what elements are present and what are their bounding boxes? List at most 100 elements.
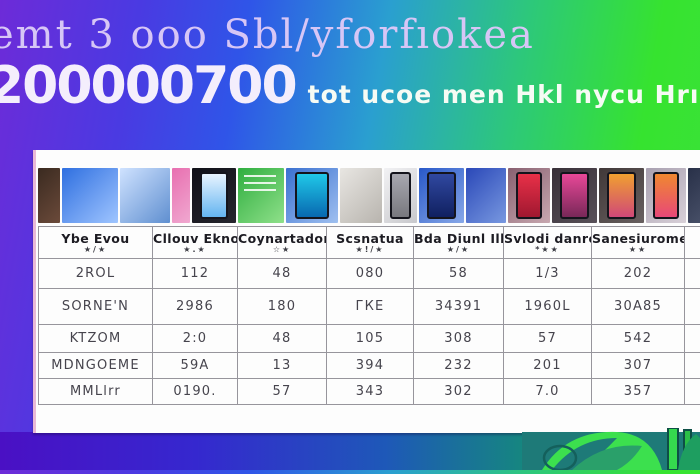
table-cell: KTZOM (39, 325, 153, 353)
table-cell (685, 379, 700, 405)
blue-wall-phone-thumbnail (419, 168, 464, 223)
table-cell: 57 (238, 379, 327, 405)
header-big-number: 200000700 (0, 56, 296, 116)
column-header-3: Coynartadons☆★ (238, 227, 327, 259)
product-thumbnail-strip (36, 150, 700, 223)
narrow-dark-thumbnail (688, 168, 700, 223)
table-cell: 2:0 (153, 325, 238, 353)
leaf-stem-1 (668, 428, 678, 470)
column-header-4: Scsnatua★!/★ (327, 227, 414, 259)
header-title-line1: emt 3 ooo Sbl/yforfıokea (0, 12, 610, 58)
orange-circle-phone-thumbnail-screen (607, 172, 636, 219)
table-header: Ybe Evou ★/★ Cllouv Eknoro★.★Coynartadons☆… (39, 227, 700, 259)
black-phone-thumbnail (192, 168, 236, 223)
table-cell: 180 (238, 289, 327, 325)
table-cell: 357 (592, 379, 685, 405)
column-rating-stars: *★★ (504, 245, 591, 254)
table-cell: 542 (592, 325, 685, 353)
table-cell: 0190. (153, 379, 238, 405)
white-phone-thumbnail-screen (390, 172, 411, 219)
table-cell: 2986 (153, 289, 238, 325)
column-header-6: Svlodi danro*★★ (504, 227, 592, 259)
table-cell: 232 (414, 353, 504, 379)
leaf-decoration (522, 428, 700, 470)
header-row: Ybe Evou ★/★ Cllouv Eknoro★.★Coynartadons☆… (39, 227, 700, 259)
column-header-5: Bda Diunl Illiun★/★ (414, 227, 504, 259)
table-cell (685, 353, 700, 379)
blue-wall-phone-thumbnail-screen (427, 172, 456, 219)
table-cell: MMLlrr (39, 379, 153, 405)
column-header-2: Cllouv Eknoro★.★ (153, 227, 238, 259)
column-rating-stars: ★/★ (414, 245, 503, 254)
column-rating-stars: ★!/★ (327, 245, 413, 254)
table-cell: 343 (327, 379, 414, 405)
table-cell: 48 (238, 259, 327, 289)
table-cell: 080 (327, 259, 414, 289)
column-label: Scsnatua (327, 232, 413, 245)
column-header-8 (685, 227, 700, 259)
pink-strip-thumbnail (172, 168, 190, 223)
white-phone-thumbnail (384, 168, 417, 223)
column-label: Bda Diunl Illiun (414, 232, 503, 245)
pink-circle-phone-thumbnail (552, 168, 597, 223)
column-rating-stars: ★.★ (153, 245, 237, 254)
column-rating-stars: ☆★ (238, 245, 326, 254)
column-header-7: Sanesiurome★★ (592, 227, 685, 259)
table-cell: 307 (592, 353, 685, 379)
arrows-phone-thumbnail (646, 168, 686, 223)
light-grid-thumbnail (120, 168, 170, 223)
column-label: Cllouv Eknoro (153, 232, 237, 245)
table-cell: 7.0 (504, 379, 592, 405)
gray-scene-thumbnail (340, 168, 382, 223)
table-cell (685, 259, 700, 289)
table-cell: 58 (414, 259, 504, 289)
column-label: Sanesiurome (592, 232, 684, 245)
dark-mosaic-thumbnail (38, 168, 60, 223)
blue-rays-thumbnail (466, 168, 506, 223)
pink-circle-phone-thumbnail-screen (560, 172, 589, 219)
table-cell: 112 (153, 259, 238, 289)
red-tiles-phone-thumbnail-screen (516, 172, 543, 219)
red-tiles-phone-thumbnail (508, 168, 550, 223)
table-cell: SORNE'N (39, 289, 153, 325)
header-title-line2: 200000700 tot ucoe men Hkl nycu Hrın bcu… (0, 56, 700, 116)
arrows-phone-thumbnail-screen (653, 172, 679, 219)
column-rating-stars: ★★ (592, 245, 684, 254)
table-cell: 105 (327, 325, 414, 353)
column-label: Coynartadons (238, 232, 326, 245)
circuit-phone-thumbnail (286, 168, 338, 223)
table-cell: 202 (592, 259, 685, 289)
table-clip: Ybe Evou ★/★ Cllouv Eknoro★.★Coynartadons☆… (38, 226, 700, 405)
table-cell: MDNGOEME (39, 353, 153, 379)
table-cell: 13 (238, 353, 327, 379)
green-card-thumbnail (238, 168, 284, 223)
table-cell: 30A85 (592, 289, 685, 325)
table-cell: 302 (414, 379, 504, 405)
orange-circle-phone-thumbnail (599, 168, 644, 223)
comparison-panel: Ybe Evou ★/★ Cllouv Eknoro★.★Coynartadons☆… (33, 150, 700, 433)
black-phone-thumbnail-screen (200, 172, 228, 219)
table-cell: ГКЕ (327, 289, 414, 325)
table-cell: 1/3 (504, 259, 592, 289)
blue-chart-grid-thumbnail (62, 168, 118, 223)
table-cell: 57 (504, 325, 592, 353)
table-cell: 308 (414, 325, 504, 353)
circuit-phone-thumbnail-screen (295, 172, 328, 219)
table-cell: 48 (238, 325, 327, 353)
table-cell: 1960L (504, 289, 592, 325)
table-cell: 394 (327, 353, 414, 379)
green-card-thumbnail-text-lines (244, 175, 276, 194)
table-cell: 59A (153, 353, 238, 379)
column-label: Svlodi danro (504, 232, 591, 245)
table-cell: 2ROL (39, 259, 153, 289)
comparison-table: Ybe Evou ★/★ Cllouv Eknoro★.★Coynartadons☆… (38, 226, 700, 405)
column-label: Ybe Evou (39, 232, 152, 245)
leaf-illustration-svg (522, 428, 700, 470)
table-cell (685, 325, 700, 353)
